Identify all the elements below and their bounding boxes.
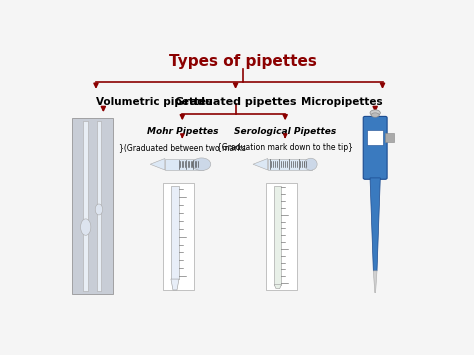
Bar (367, 130, 383, 145)
Bar (163, 184, 194, 290)
Ellipse shape (370, 110, 380, 116)
Polygon shape (253, 158, 268, 170)
Bar (274, 186, 282, 284)
Ellipse shape (192, 158, 211, 170)
Bar (171, 186, 179, 279)
Ellipse shape (304, 158, 317, 170)
Bar (165, 158, 203, 170)
Bar (72, 118, 112, 294)
Text: Micropipettes: Micropipettes (301, 97, 383, 107)
Polygon shape (374, 271, 377, 293)
Text: Mohr Pipettes: Mohr Pipettes (146, 127, 218, 136)
Text: {Graduation mark down to the tip}: {Graduation mark down to the tip} (217, 143, 353, 152)
Bar (97, 120, 101, 291)
Ellipse shape (81, 219, 91, 235)
Polygon shape (171, 279, 179, 290)
Polygon shape (150, 158, 165, 170)
Bar (266, 184, 297, 290)
Ellipse shape (371, 113, 379, 117)
Polygon shape (370, 178, 380, 271)
Polygon shape (274, 284, 282, 289)
Bar (268, 158, 312, 170)
Text: Graduated pipettes: Graduated pipettes (175, 97, 296, 107)
Text: }(Graduated between two marks: }(Graduated between two marks (119, 143, 246, 152)
Bar (83, 120, 88, 291)
Text: Volumetric pipettes: Volumetric pipettes (96, 97, 212, 107)
Text: Types of pipettes: Types of pipettes (169, 54, 317, 69)
Ellipse shape (95, 204, 102, 215)
Polygon shape (385, 133, 394, 142)
Text: Serological Pipettes: Serological Pipettes (234, 127, 336, 136)
FancyBboxPatch shape (363, 116, 387, 179)
